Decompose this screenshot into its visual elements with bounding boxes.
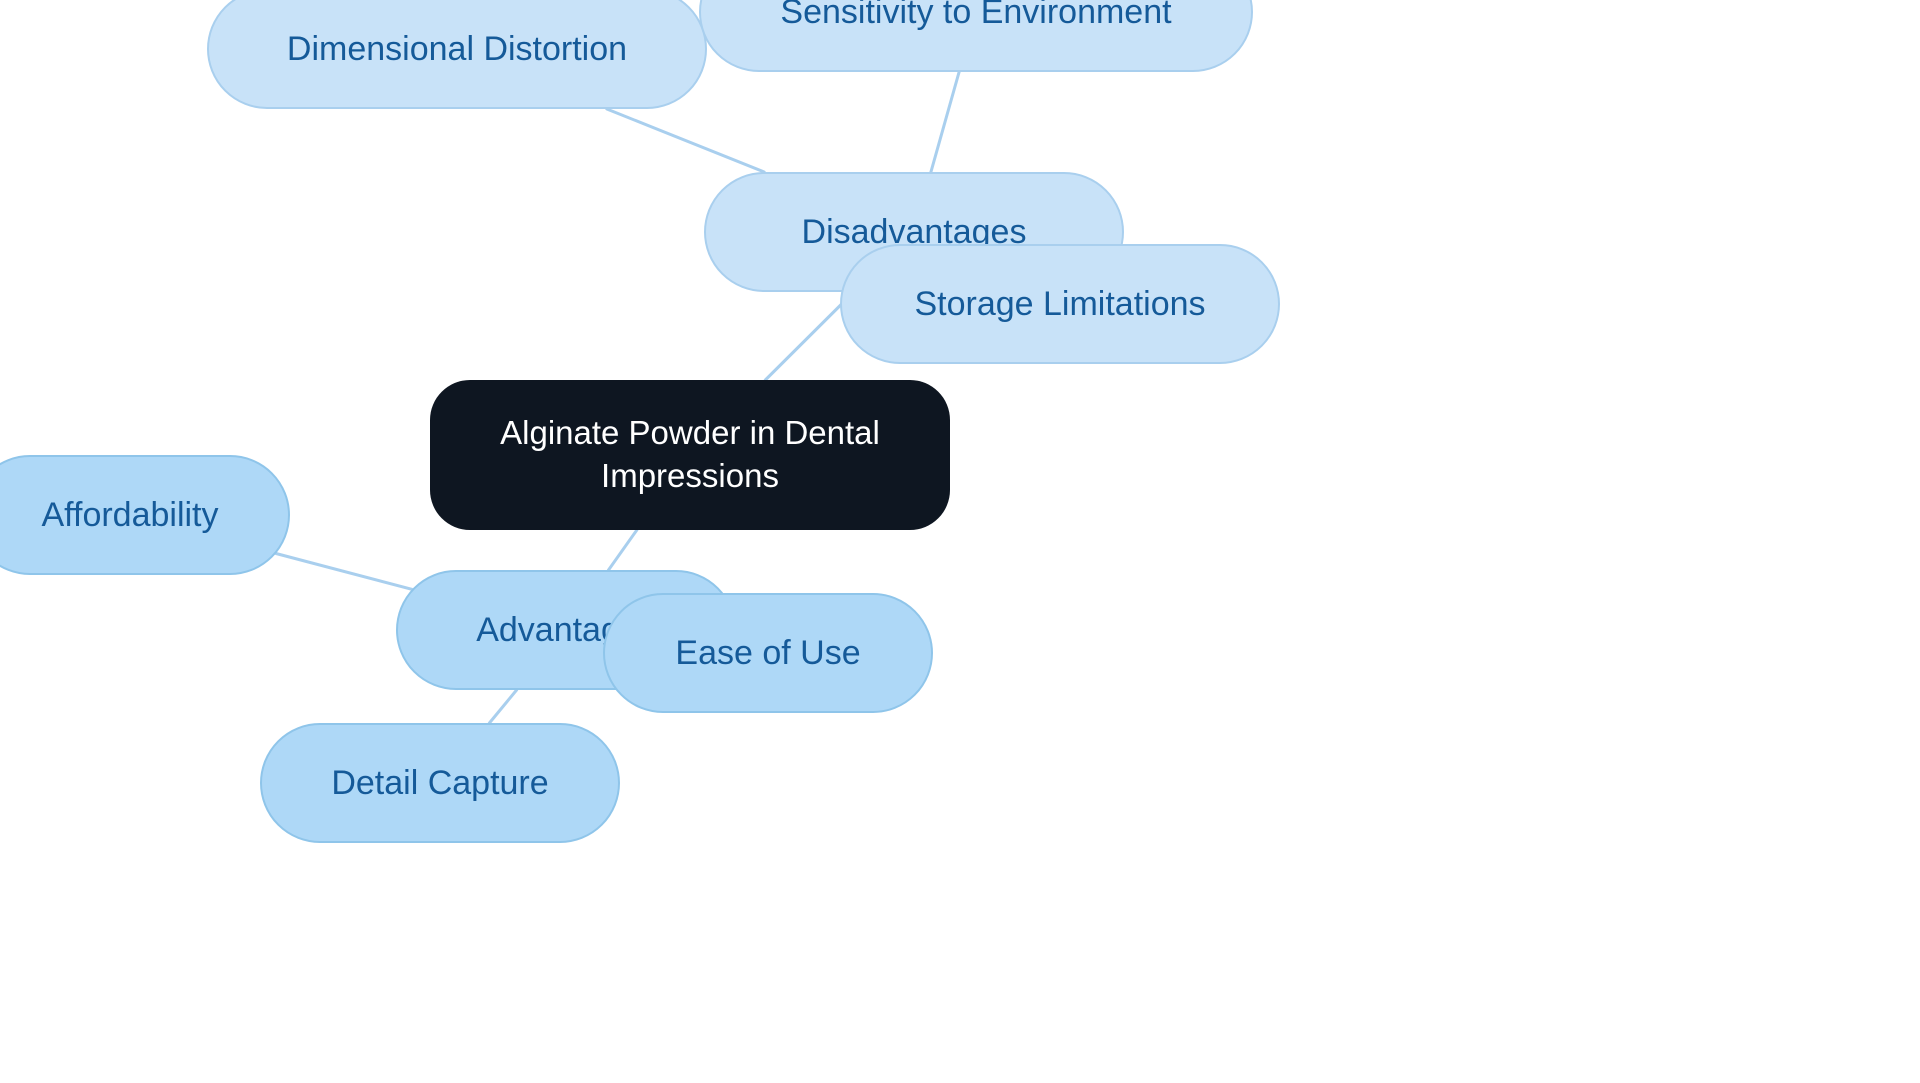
edge-disadv-sens_env [931, 72, 959, 172]
node-detail: Detail Capture [260, 723, 620, 843]
node-dim_dist: Dimensional Distortion [207, 0, 707, 109]
node-sens_env: Sensitivity to Environment [699, 0, 1253, 72]
edge-adv-afford [276, 554, 412, 590]
edge-root-adv [609, 530, 637, 570]
edge-disadv-dim_dist [607, 109, 764, 172]
edge-adv-detail [489, 690, 516, 723]
node-root: Alginate Powder in Dental Impressions [430, 380, 950, 530]
edge-layer [0, 0, 1920, 1083]
node-ease: Ease of Use [603, 593, 933, 713]
node-storage: Storage Limitations [840, 244, 1280, 364]
node-afford: Affordability [0, 455, 290, 575]
